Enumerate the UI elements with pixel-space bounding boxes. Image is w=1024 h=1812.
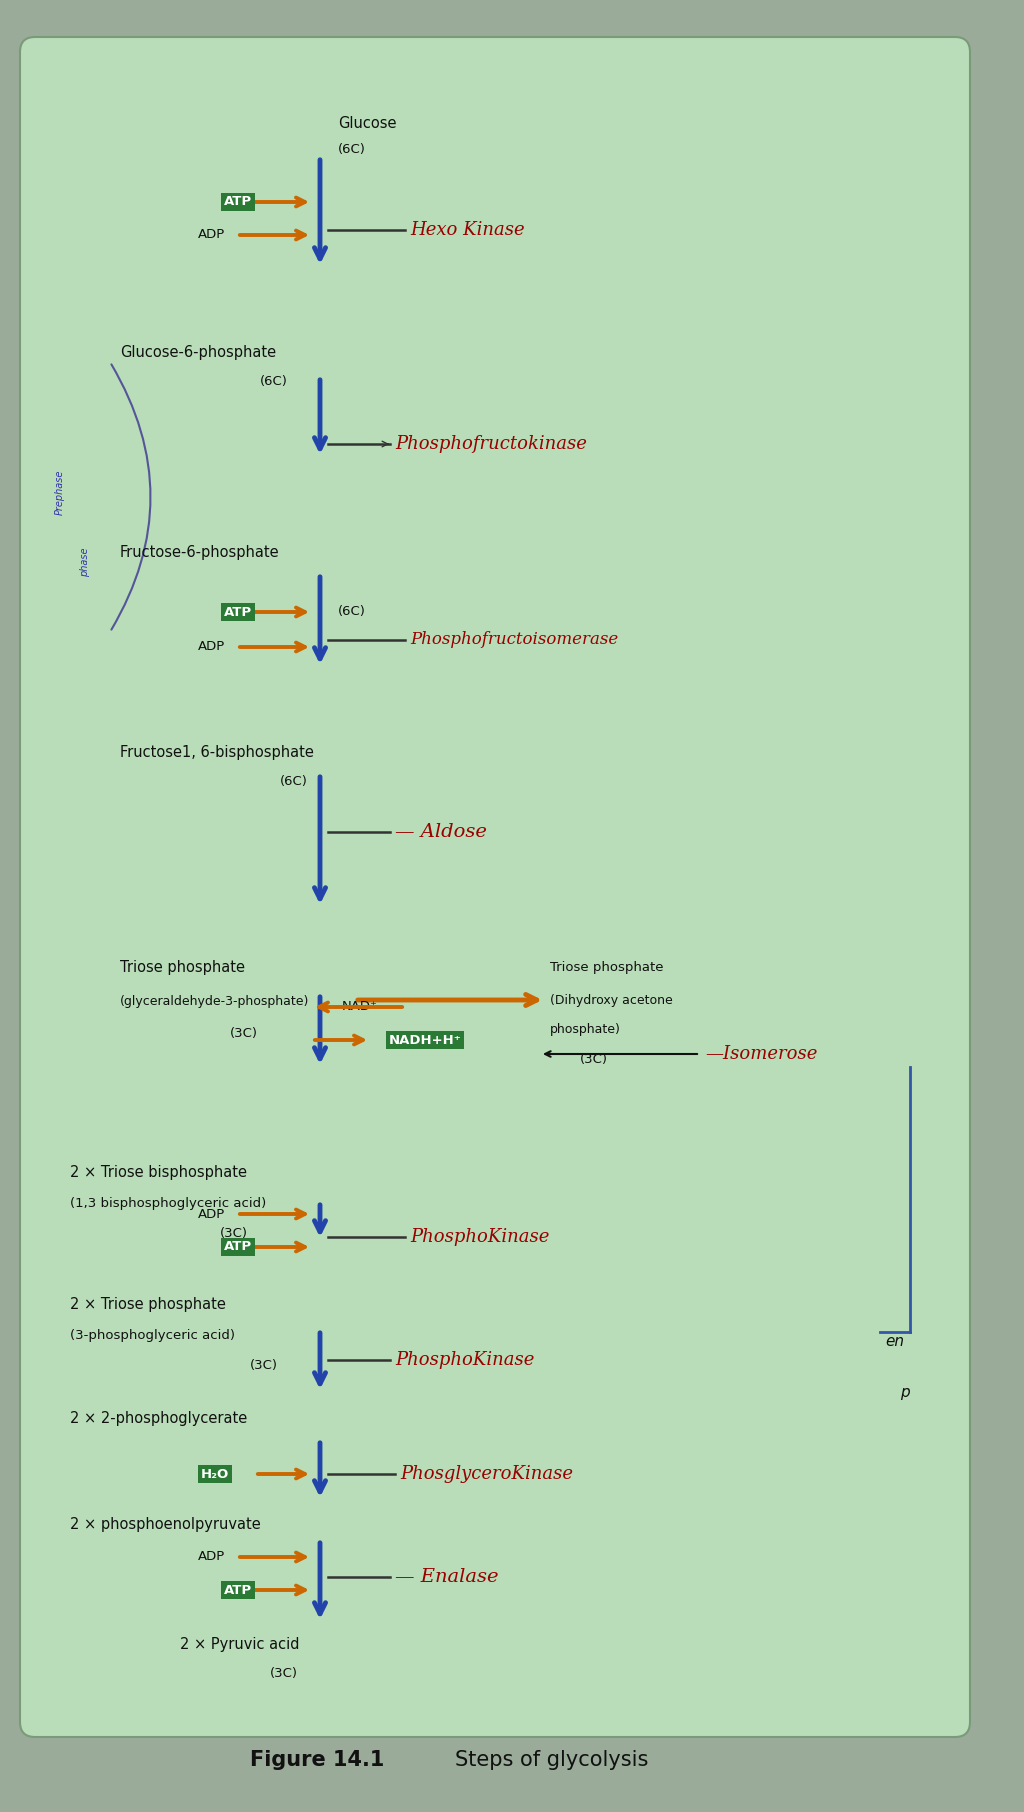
Text: Glucose-6-phosphate: Glucose-6-phosphate bbox=[120, 344, 276, 359]
Text: (6C): (6C) bbox=[280, 776, 308, 788]
Text: ATP: ATP bbox=[224, 605, 252, 618]
Text: (glyceraldehyde-3-phosphate): (glyceraldehyde-3-phosphate) bbox=[120, 995, 309, 1009]
Text: Triose phosphate: Triose phosphate bbox=[120, 960, 245, 975]
Text: 2 × Triose phosphate: 2 × Triose phosphate bbox=[70, 1297, 226, 1312]
Text: — Aldose: — Aldose bbox=[395, 823, 486, 841]
Text: ATP: ATP bbox=[224, 1584, 252, 1596]
Text: (3C): (3C) bbox=[580, 1053, 608, 1067]
FancyBboxPatch shape bbox=[20, 36, 970, 1738]
Text: (3C): (3C) bbox=[270, 1667, 298, 1680]
Text: Phosphofructoisomerase: Phosphofructoisomerase bbox=[410, 632, 618, 649]
Text: (3-phosphoglyceric acid): (3-phosphoglyceric acid) bbox=[70, 1330, 234, 1343]
Text: phase: phase bbox=[80, 547, 90, 576]
Text: 2 × 2-phosphoglycerate: 2 × 2-phosphoglycerate bbox=[70, 1412, 247, 1426]
Text: (1,3 bisphosphoglyceric acid): (1,3 bisphosphoglyceric acid) bbox=[70, 1198, 266, 1210]
Text: PhosphoKinase: PhosphoKinase bbox=[395, 1352, 535, 1370]
Text: Hexo Kinase: Hexo Kinase bbox=[410, 221, 524, 239]
Text: (3C): (3C) bbox=[250, 1359, 278, 1372]
Text: Prephase: Prephase bbox=[55, 469, 65, 515]
Text: Phosphofructokinase: Phosphofructokinase bbox=[395, 435, 587, 453]
Text: ADP: ADP bbox=[198, 640, 225, 654]
Text: —Isomerose: —Isomerose bbox=[705, 1046, 817, 1064]
Text: H₂O: H₂O bbox=[201, 1468, 229, 1480]
Text: Glucose: Glucose bbox=[338, 116, 396, 132]
Text: PhosphoKinase: PhosphoKinase bbox=[410, 1229, 549, 1247]
Text: p: p bbox=[900, 1384, 909, 1399]
Text: Fructose-6-phosphate: Fructose-6-phosphate bbox=[120, 544, 280, 560]
Text: PhosglyceroKinase: PhosglyceroKinase bbox=[400, 1464, 573, 1482]
Text: ADP: ADP bbox=[198, 1551, 225, 1564]
Text: — Enalase: — Enalase bbox=[395, 1567, 499, 1586]
Text: ADP: ADP bbox=[198, 228, 225, 241]
Text: ATP: ATP bbox=[224, 1241, 252, 1254]
Text: (6C): (6C) bbox=[338, 143, 366, 156]
Text: 2 × Triose bisphosphate: 2 × Triose bisphosphate bbox=[70, 1165, 247, 1180]
Text: (3C): (3C) bbox=[230, 1027, 258, 1040]
Text: Triose phosphate: Triose phosphate bbox=[550, 960, 664, 973]
Text: (3C): (3C) bbox=[220, 1227, 248, 1241]
Text: Figure 14.1: Figure 14.1 bbox=[250, 1750, 384, 1770]
Text: 2 × phosphoenolpyruvate: 2 × phosphoenolpyruvate bbox=[70, 1517, 261, 1531]
Text: 2 × Pyruvic acid: 2 × Pyruvic acid bbox=[180, 1636, 299, 1651]
Text: (6C): (6C) bbox=[338, 605, 366, 618]
Text: phosphate): phosphate) bbox=[550, 1024, 621, 1036]
Text: ATP: ATP bbox=[224, 196, 252, 208]
Text: NAD⁺: NAD⁺ bbox=[342, 1000, 378, 1013]
Text: (Dihydroxy acetone: (Dihydroxy acetone bbox=[550, 993, 673, 1006]
Text: Fructose1, 6-bisphosphate: Fructose1, 6-bisphosphate bbox=[120, 745, 314, 759]
Text: (6C): (6C) bbox=[260, 375, 288, 388]
Text: ADP: ADP bbox=[198, 1207, 225, 1221]
Text: en: en bbox=[885, 1334, 904, 1350]
Text: Steps of glycolysis: Steps of glycolysis bbox=[455, 1750, 648, 1770]
Text: NADH+H⁺: NADH+H⁺ bbox=[389, 1033, 462, 1047]
